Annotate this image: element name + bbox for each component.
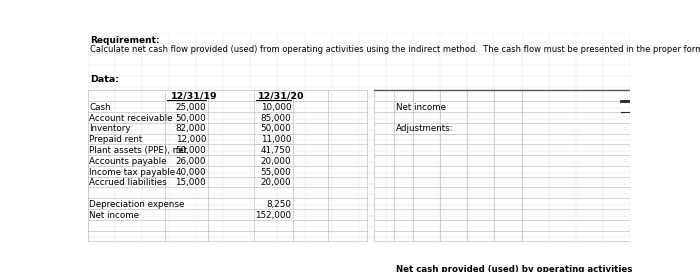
- Text: Account receivable: Account receivable: [89, 114, 173, 123]
- Text: Accrued liabilities: Accrued liabilities: [89, 178, 167, 187]
- Text: 152,000: 152,000: [256, 211, 291, 220]
- Text: 82,000: 82,000: [176, 124, 206, 133]
- Text: Requirement:: Requirement:: [90, 36, 160, 45]
- Text: Net income: Net income: [89, 211, 139, 220]
- Text: Data:: Data:: [90, 75, 119, 84]
- Text: 12/31/20: 12/31/20: [258, 92, 304, 101]
- Text: Net cash provided (used) by operating activities: Net cash provided (used) by operating ac…: [396, 265, 632, 272]
- Text: 50,000: 50,000: [175, 114, 206, 123]
- Text: Prepaid rent: Prepaid rent: [89, 135, 142, 144]
- Text: 20,000: 20,000: [260, 178, 291, 187]
- Text: 20,000: 20,000: [260, 157, 291, 166]
- Text: Plant assets (PPE), net: Plant assets (PPE), net: [89, 146, 187, 155]
- Text: Income tax payable: Income tax payable: [89, 168, 175, 177]
- Text: 40,000: 40,000: [176, 168, 206, 177]
- Text: 55,000: 55,000: [260, 168, 291, 177]
- Text: 26,000: 26,000: [176, 157, 206, 166]
- Text: Depreciation expense: Depreciation expense: [89, 200, 184, 209]
- Text: 41,750: 41,750: [261, 146, 291, 155]
- Text: 50,000: 50,000: [175, 146, 206, 155]
- Text: Accounts payable: Accounts payable: [89, 157, 167, 166]
- Text: 8,250: 8,250: [266, 200, 291, 209]
- Text: Net income: Net income: [396, 103, 446, 112]
- Text: 25,000: 25,000: [176, 103, 206, 112]
- Text: 10,000: 10,000: [260, 103, 291, 112]
- Text: Calculate net cash flow provided (used) from operating activities using the indi: Calculate net cash flow provided (used) …: [90, 45, 700, 54]
- Text: 11,000: 11,000: [261, 135, 291, 144]
- Text: 50,000: 50,000: [260, 124, 291, 133]
- Text: 12,000: 12,000: [176, 135, 206, 144]
- Text: Adjustments:: Adjustments:: [396, 124, 454, 133]
- Text: 85,000: 85,000: [260, 114, 291, 123]
- Text: 12/31/19: 12/31/19: [171, 92, 218, 101]
- Text: Inventory: Inventory: [89, 124, 131, 133]
- Text: Cash: Cash: [89, 103, 111, 112]
- Text: 15,000: 15,000: [176, 178, 206, 187]
